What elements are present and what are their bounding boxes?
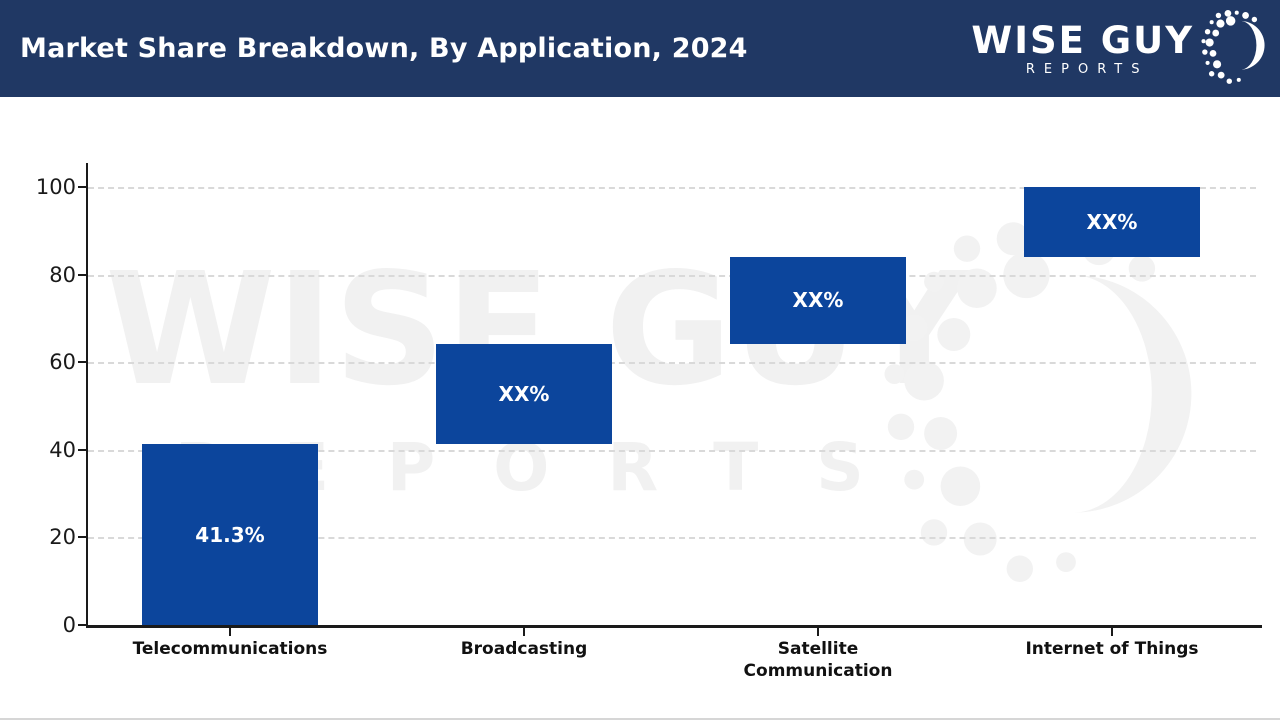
header-bar: Market Share Breakdown, By Application, …: [0, 0, 1280, 97]
gridline: [88, 362, 1256, 365]
bar-segment: XX%: [1024, 187, 1200, 257]
x-tick-mark: [523, 628, 525, 636]
gridline: [88, 537, 1256, 540]
y-tick-mark: [78, 186, 87, 188]
x-tick-label: Internet of Things: [1025, 639, 1199, 659]
y-axis-line: [86, 163, 88, 627]
brand-name: WISE GUY: [971, 18, 1194, 62]
y-tick-label: 100: [35, 175, 76, 199]
y-tick-mark: [78, 536, 87, 539]
x-tick-mark: [1111, 628, 1113, 636]
brand-face-icon: [1201, 10, 1265, 84]
bar-value-label: XX%: [1086, 209, 1138, 234]
y-tick-label: 0: [62, 613, 76, 637]
gridline: [88, 449, 1256, 452]
x-tick-label: Satellite Communication: [743, 639, 893, 681]
x-tick-mark: [229, 628, 231, 636]
y-tick-mark: [78, 273, 87, 276]
x-tick-label: Broadcasting: [460, 639, 588, 659]
bar-segment: XX%: [436, 343, 612, 445]
brand-logo-text: WISE GUY REPORTS: [971, 18, 1194, 78]
y-tick-label: 60: [49, 350, 76, 375]
y-tick-label: 80: [49, 262, 76, 287]
y-tick-mark: [78, 361, 87, 364]
brand-subtitle: REPORTS: [1025, 61, 1149, 77]
page-title: Market Share Breakdown, By Application, …: [20, 33, 748, 64]
y-tick-label: 40: [49, 437, 76, 462]
x-tick-mark: [817, 628, 819, 636]
x-axis-line: [86, 625, 1262, 628]
bar-value-label: XX%: [498, 381, 550, 406]
bar-segment: XX%: [730, 256, 906, 344]
x-tick-label: Telecommunications: [132, 639, 328, 659]
watermark-face-icon: [884, 222, 1192, 582]
bar-value-label: XX%: [792, 288, 844, 313]
y-tick-label: 20: [49, 525, 76, 550]
bar-segment: 41.3%: [142, 444, 318, 625]
y-tick-mark: [78, 624, 87, 626]
y-tick-mark: [78, 448, 87, 451]
brand-logo: WISE GUY REPORTS: [971, 10, 1266, 88]
gridline: [88, 187, 1256, 189]
gridline: [88, 274, 1256, 277]
bar-value-label: 41.3%: [195, 522, 265, 547]
